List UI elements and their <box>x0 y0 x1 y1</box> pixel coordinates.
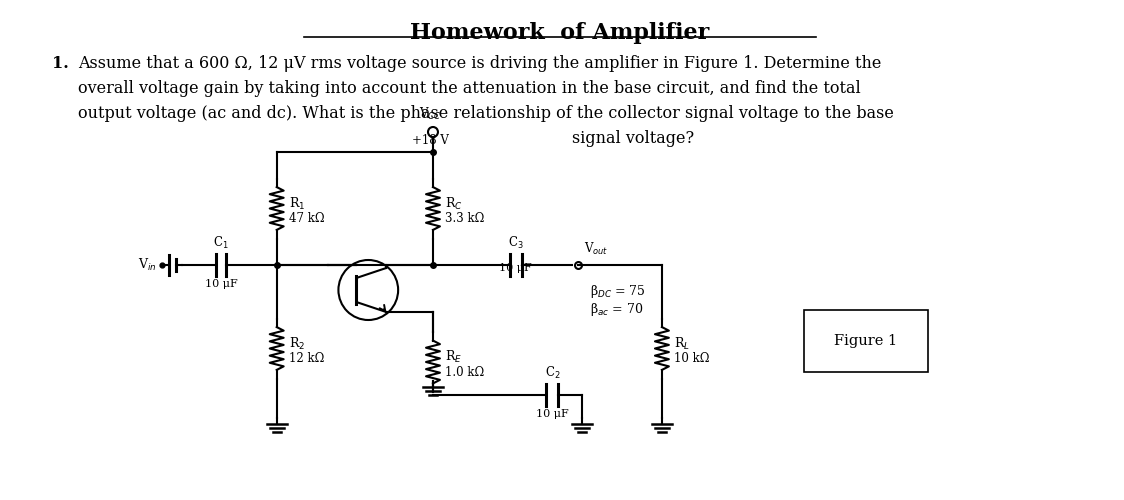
Text: 1.: 1. <box>52 55 69 72</box>
Text: 47 kΩ: 47 kΩ <box>289 212 325 225</box>
Text: 3.3 kΩ: 3.3 kΩ <box>445 212 484 225</box>
Text: output voltage (ac and dc). What is the phase relationship of the collector sign: output voltage (ac and dc). What is the … <box>78 105 894 122</box>
Text: R$_E$: R$_E$ <box>445 349 462 365</box>
Text: R$_L$: R$_L$ <box>674 336 690 351</box>
Text: 10 μF: 10 μF <box>499 263 532 273</box>
Text: 12 kΩ: 12 kΩ <box>289 352 324 365</box>
FancyBboxPatch shape <box>805 310 927 372</box>
Text: C$_3$: C$_3$ <box>508 235 524 251</box>
Text: 1.0 kΩ: 1.0 kΩ <box>445 366 484 378</box>
Text: β$_{DC}$ = 75: β$_{DC}$ = 75 <box>590 283 646 300</box>
Text: R$_1$: R$_1$ <box>289 196 305 212</box>
Text: C$_1$: C$_1$ <box>214 235 229 251</box>
Text: Figure 1: Figure 1 <box>834 334 898 348</box>
Text: 10 μF: 10 μF <box>536 409 569 419</box>
Text: V$_{out}$: V$_{out}$ <box>584 241 609 257</box>
Text: V$_{CC}$: V$_{CC}$ <box>419 106 441 122</box>
Text: β$_{ac}$ = 70: β$_{ac}$ = 70 <box>590 301 644 318</box>
Text: Assume that a 600 Ω, 12 μV rms voltage source is driving the amplifier in Figure: Assume that a 600 Ω, 12 μV rms voltage s… <box>78 55 881 72</box>
Text: 10 kΩ: 10 kΩ <box>674 352 709 365</box>
Text: 10 μF: 10 μF <box>205 279 237 289</box>
Text: R$_C$: R$_C$ <box>445 196 463 212</box>
Text: +18 V: +18 V <box>411 134 448 147</box>
Text: signal voltage?: signal voltage? <box>572 130 695 147</box>
Text: C$_2$: C$_2$ <box>545 365 560 381</box>
Text: overall voltage gain by taking into account the attenuation in the base circuit,: overall voltage gain by taking into acco… <box>78 80 860 97</box>
Text: Homework  of Amplifier: Homework of Amplifier <box>410 22 709 44</box>
Text: V$_{in}$: V$_{in}$ <box>137 257 156 273</box>
Text: R$_2$: R$_2$ <box>289 336 305 351</box>
